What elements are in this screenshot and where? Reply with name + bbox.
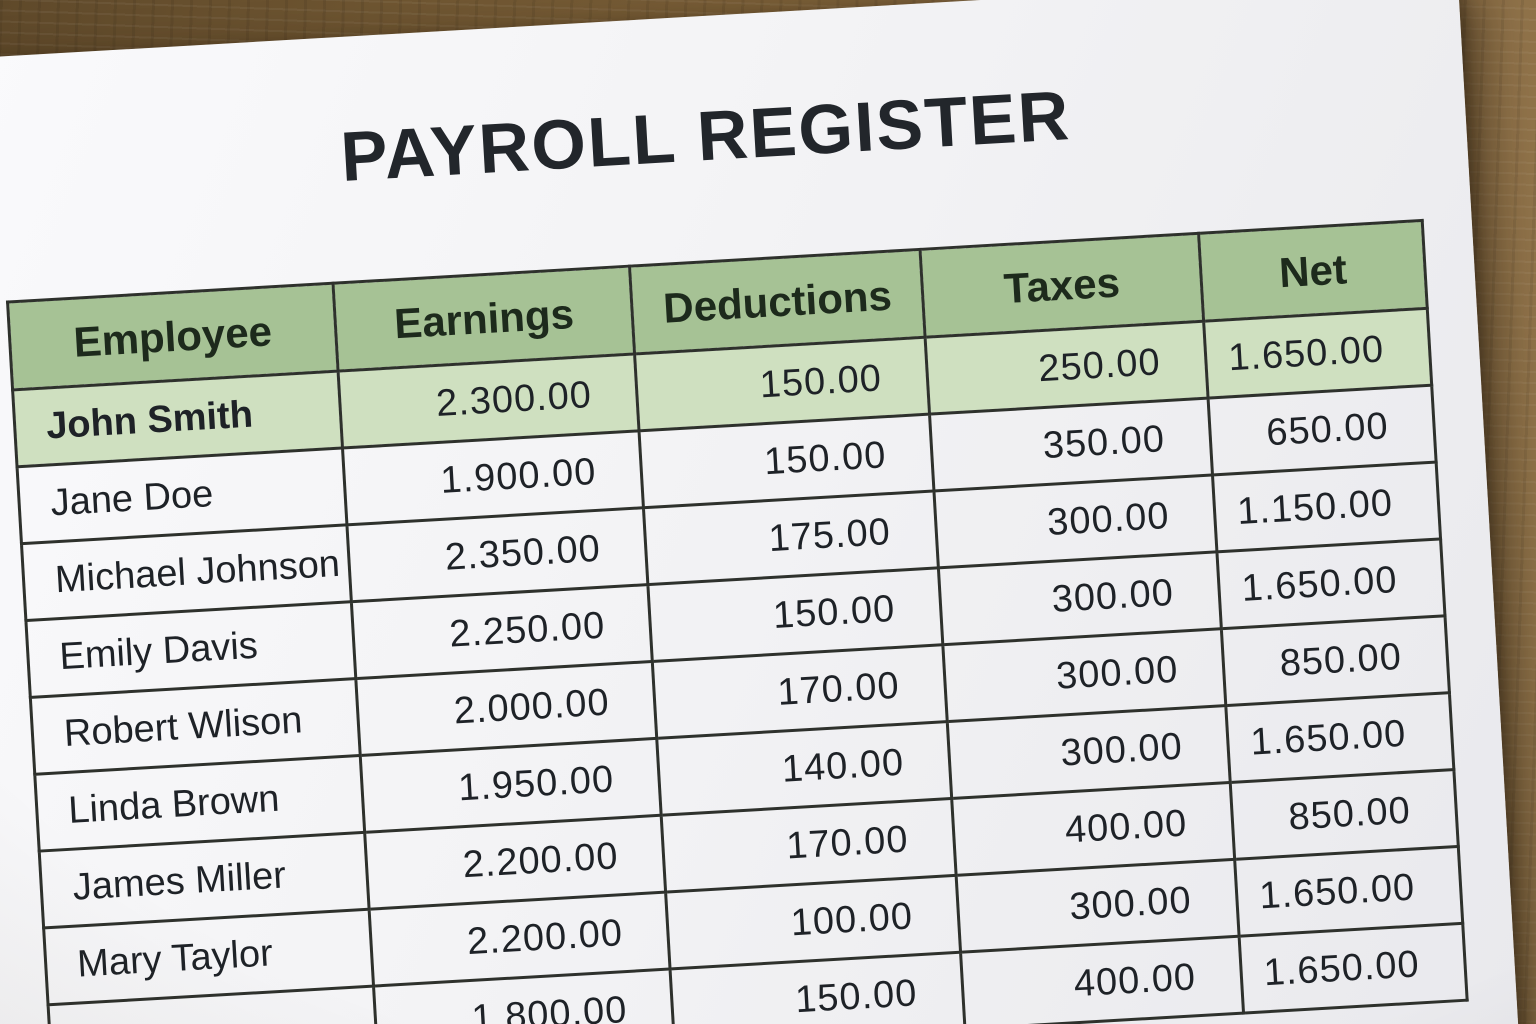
column-header-net: Net bbox=[1198, 220, 1428, 322]
net-cell: 850.00 bbox=[1230, 769, 1459, 860]
taxes-cell: 400.00 bbox=[960, 936, 1244, 1024]
column-header-earnings: Earnings bbox=[332, 266, 636, 372]
net-cell: 1.650.00 bbox=[1203, 308, 1432, 399]
net-cell: 1.150.00 bbox=[1212, 462, 1441, 552]
net-cell: 1.650.00 bbox=[1217, 538, 1445, 629]
column-header-taxes: Taxes bbox=[919, 233, 1204, 338]
net-cell: 850.00 bbox=[1221, 615, 1450, 706]
payroll-table: Employee Earnings Deductions Taxes Net J… bbox=[6, 219, 1469, 1024]
table-body: John Smith 2.300.00 150.00 250.00 1.650.00 Ja… bbox=[12, 308, 1468, 1024]
document-title: PAYROLL REGISTER bbox=[338, 76, 1073, 197]
net-cell: 1.650.00 bbox=[1239, 923, 1468, 1014]
net-cell: 650.00 bbox=[1208, 385, 1437, 475]
net-cell: 1.650.00 bbox=[1225, 692, 1454, 783]
column-header-deductions: Deductions bbox=[629, 249, 926, 354]
net-cell: 1.650.00 bbox=[1234, 846, 1463, 937]
